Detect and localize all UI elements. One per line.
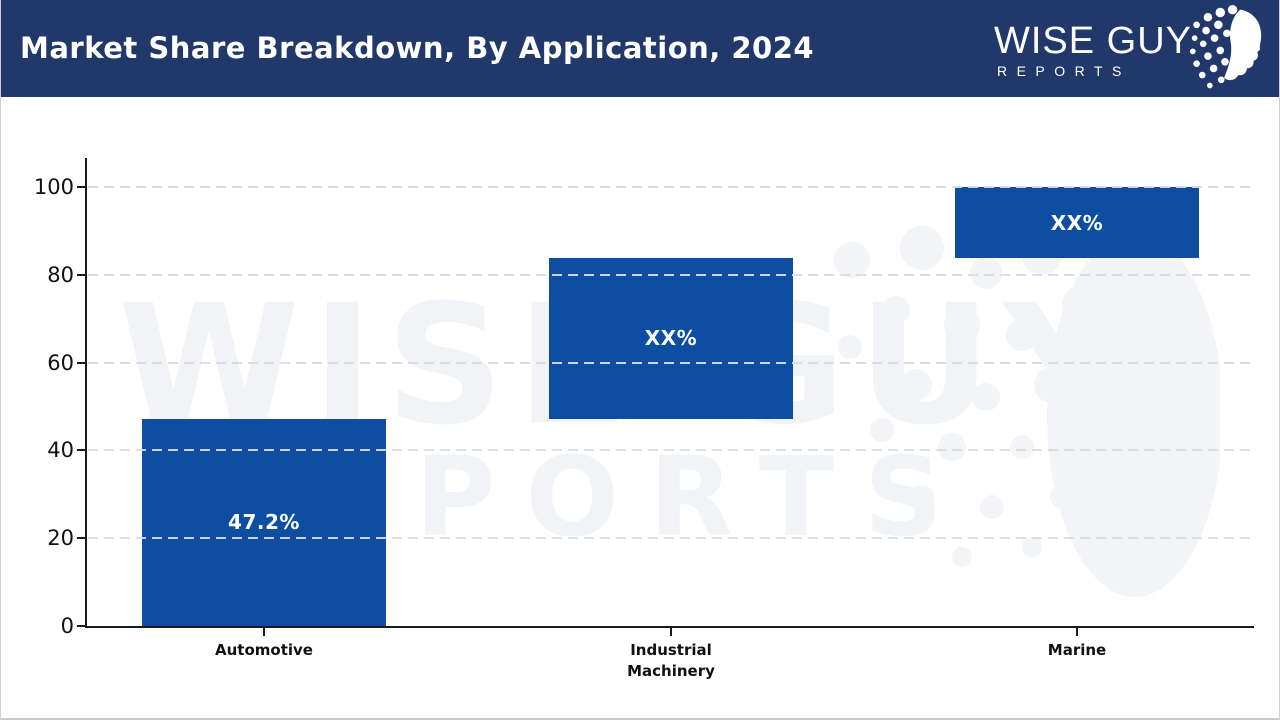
gridline (88, 186, 1252, 188)
y-tick-label: 20 (47, 526, 74, 551)
bar-automotive: 47.2% (142, 418, 386, 626)
y-tick-mark (77, 625, 85, 627)
x-tick-label: Industrial Machinery (627, 641, 715, 680)
logo-wiseguy-label: WISE GUY (993, 20, 1192, 62)
y-tick-label: 80 (47, 262, 74, 287)
gridline (88, 273, 1252, 276)
y-tick-mark (77, 449, 85, 452)
bar-marine: XX% (955, 187, 1199, 259)
logo-reports-label: REPORTS (996, 63, 1131, 79)
bar-industrial-machinery: XX% (549, 258, 793, 419)
header: Market Share Breakdown, By Application, … (0, 0, 1280, 97)
y-tick-label: 100 (33, 175, 74, 199)
x-tick-mark (670, 628, 672, 636)
gridline (88, 361, 1252, 364)
x-tick-label: Marine (1047, 641, 1107, 659)
page-title: Market Share Breakdown, By Application, … (20, 31, 815, 65)
gridline (88, 449, 1252, 452)
y-tick-mark (77, 537, 85, 540)
y-tick-mark (77, 186, 85, 188)
wiseguy-face-icon (1189, 4, 1262, 89)
wiseguy-logo-text: WISE GUY REPORTS (994, 22, 1192, 79)
y-tick-label: 0 (60, 614, 74, 638)
y-tick-mark (77, 361, 85, 364)
gridline (88, 537, 1252, 540)
x-tick-mark (263, 628, 265, 636)
bar-value-label: 47.2% (228, 510, 300, 535)
x-tick-mark (1076, 628, 1078, 636)
bar-value-label: XX% (1050, 210, 1104, 235)
y-axis (85, 158, 87, 628)
wiseguy-logo: WISE GUY REPORTS (994, 0, 1270, 97)
y-tick-label: 40 (47, 438, 74, 463)
bar-value-label: XX% (644, 326, 698, 351)
x-axis (85, 626, 1254, 628)
y-tick-mark (77, 273, 85, 276)
x-tick-label: Automotive (215, 641, 313, 659)
y-tick-label: 60 (47, 350, 74, 375)
